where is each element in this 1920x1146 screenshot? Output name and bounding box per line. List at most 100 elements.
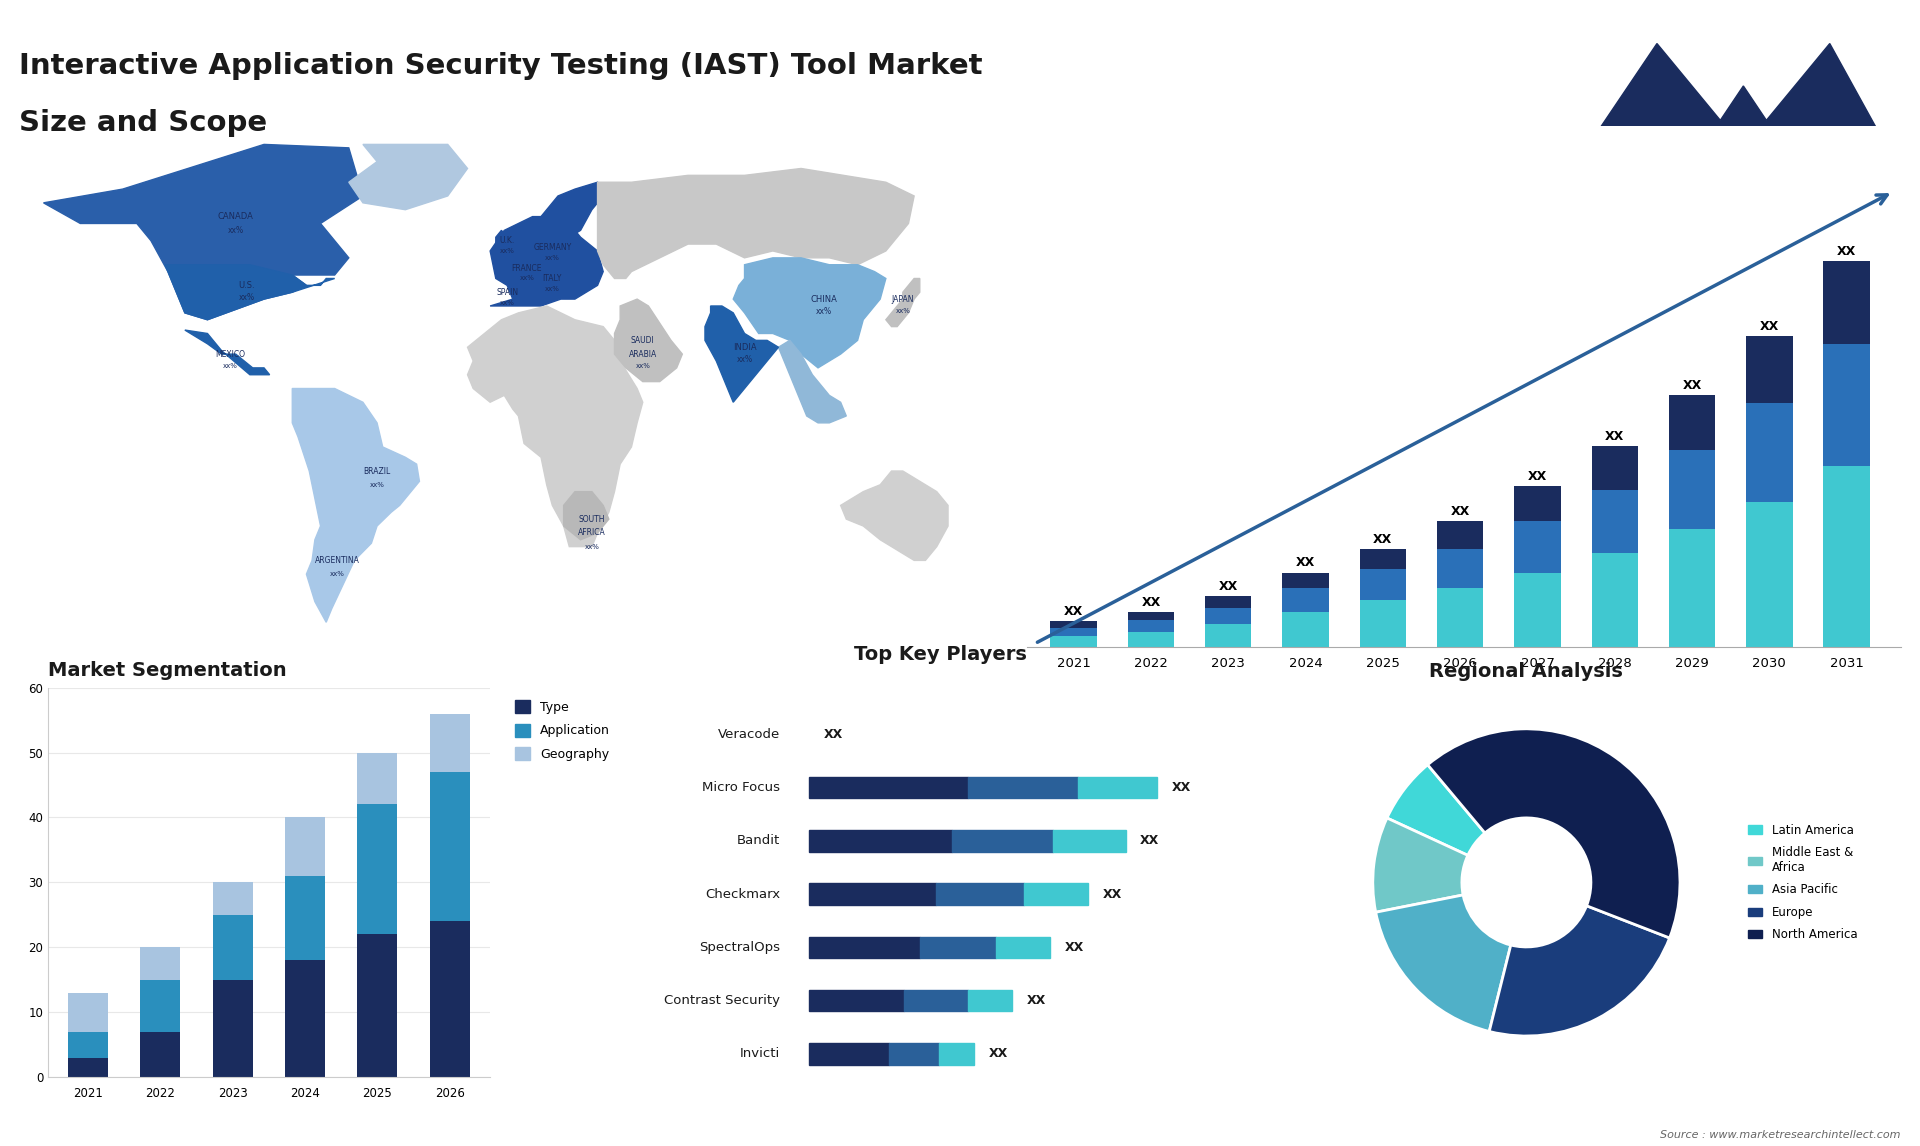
Bar [140, 948, 180, 980]
Polygon shape [733, 258, 885, 368]
Bar [67, 1031, 108, 1058]
Text: Top Key Players: Top Key Players [854, 645, 1027, 665]
Bar [952, 830, 1052, 851]
Bar [1592, 489, 1638, 552]
Text: Checkmarx: Checkmarx [705, 888, 780, 901]
Text: U.S.: U.S. [238, 281, 255, 290]
Text: XX: XX [1140, 834, 1160, 847]
Text: Contrast Security: Contrast Security [664, 994, 780, 1007]
Polygon shape [44, 144, 363, 320]
Bar [430, 772, 470, 921]
Polygon shape [597, 168, 914, 278]
Bar [1824, 466, 1870, 647]
Bar [140, 980, 180, 1031]
Bar [1745, 403, 1793, 502]
Text: CANADA: CANADA [217, 212, 253, 221]
Polygon shape [490, 217, 603, 306]
Polygon shape [564, 492, 609, 540]
Text: xx%: xx% [816, 307, 831, 315]
Bar [1283, 573, 1329, 588]
Bar [1668, 395, 1715, 450]
Polygon shape [841, 471, 948, 560]
Bar [284, 960, 324, 1077]
Text: XX: XX [1450, 505, 1469, 518]
Bar [284, 876, 324, 960]
Text: AFRICA: AFRICA [578, 528, 607, 537]
Text: xx%: xx% [545, 254, 561, 261]
Bar [1436, 549, 1484, 588]
Wedge shape [1428, 729, 1680, 937]
Bar [1127, 612, 1175, 620]
Bar [1515, 521, 1561, 573]
Bar [889, 1043, 939, 1065]
Text: xx%: xx% [228, 226, 244, 235]
Text: XX: XX [1027, 994, 1046, 1007]
Wedge shape [1373, 818, 1467, 912]
Text: XX: XX [1102, 888, 1121, 901]
Bar [1592, 552, 1638, 647]
Bar [1359, 568, 1405, 601]
Polygon shape [1594, 44, 1882, 138]
Bar [1824, 344, 1870, 466]
Bar [935, 884, 1025, 905]
Text: XX: XX [1761, 320, 1780, 333]
Text: XX: XX [1140, 596, 1160, 609]
Text: xx%: xx% [584, 543, 599, 550]
Text: CHINA: CHINA [810, 295, 837, 304]
Polygon shape [468, 306, 643, 547]
Text: SPAIN: SPAIN [495, 288, 518, 297]
Text: XX: XX [1296, 557, 1315, 570]
Title: Regional Analysis: Regional Analysis [1430, 661, 1622, 681]
Bar [1436, 521, 1484, 549]
Text: xx%: xx% [499, 248, 515, 254]
Bar [1050, 636, 1096, 647]
Text: MARKET: MARKET [1713, 151, 1763, 162]
Bar [430, 714, 470, 772]
Bar [810, 884, 935, 905]
Bar [1745, 336, 1793, 403]
Bar [430, 921, 470, 1077]
Text: XX: XX [824, 728, 843, 740]
Text: ITALY: ITALY [543, 274, 563, 283]
Polygon shape [349, 144, 468, 210]
Text: xx%: xx% [371, 481, 384, 488]
Text: Veracode: Veracode [718, 728, 780, 740]
Text: xx%: xx% [545, 285, 561, 292]
Text: ARABIA: ARABIA [628, 350, 657, 359]
Bar [357, 804, 397, 934]
Bar [1515, 573, 1561, 647]
Text: XX: XX [1064, 605, 1083, 619]
Text: ARGENTINA: ARGENTINA [315, 556, 359, 565]
Bar [1283, 588, 1329, 612]
Text: JAPAN: JAPAN [891, 295, 914, 304]
Text: SpectralOps: SpectralOps [699, 941, 780, 953]
Wedge shape [1377, 895, 1511, 1031]
Bar [1025, 884, 1089, 905]
Bar [1359, 601, 1405, 647]
Bar [1127, 631, 1175, 647]
Bar [810, 830, 952, 851]
Polygon shape [495, 230, 524, 258]
Bar [1592, 447, 1638, 489]
Wedge shape [1386, 764, 1484, 855]
Bar [810, 1043, 889, 1065]
Text: MEXICO: MEXICO [215, 350, 246, 359]
Bar [939, 1043, 973, 1065]
Polygon shape [614, 299, 682, 382]
Text: xx%: xx% [330, 571, 346, 578]
Bar [1079, 777, 1158, 799]
Bar [1206, 609, 1252, 623]
Text: XX: XX [1219, 580, 1238, 594]
Bar [968, 777, 1079, 799]
Wedge shape [1490, 905, 1670, 1036]
Text: xx%: xx% [223, 363, 238, 369]
Bar [1283, 612, 1329, 647]
Text: xx%: xx% [737, 355, 753, 363]
Text: XX: XX [1605, 431, 1624, 444]
Text: SOUTH: SOUTH [578, 515, 605, 524]
Bar [140, 1031, 180, 1077]
Text: XX: XX [1064, 941, 1083, 953]
Bar [1668, 529, 1715, 647]
Bar [1515, 486, 1561, 521]
Text: Size and Scope: Size and Scope [19, 109, 267, 136]
